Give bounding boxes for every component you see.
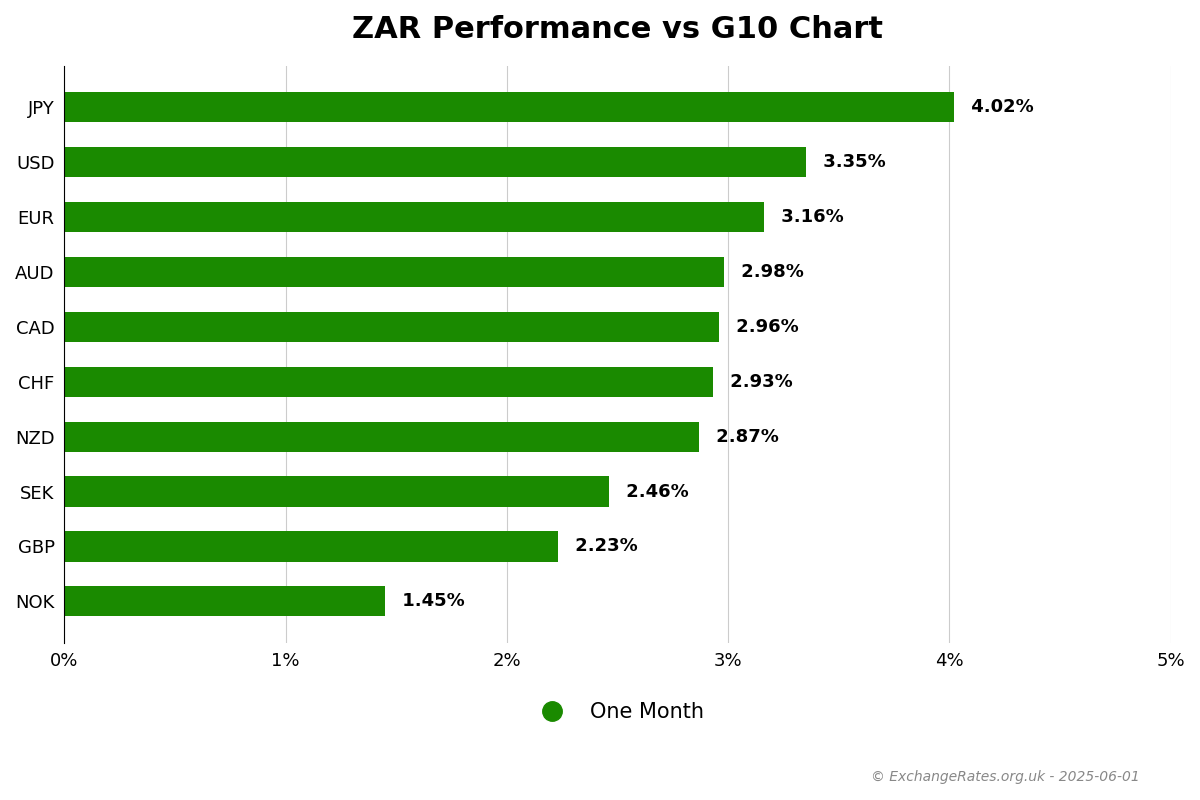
Bar [65,531,558,562]
Bar [65,586,385,617]
Bar [65,477,608,506]
Bar [65,92,954,122]
Text: 2.87%: 2.87% [710,428,779,446]
Text: 3.16%: 3.16% [775,208,844,226]
Text: 2.96%: 2.96% [731,318,799,336]
Bar [65,147,805,177]
Bar [65,422,700,452]
Bar [65,366,713,397]
Title: ZAR Performance vs G10 Chart: ZAR Performance vs G10 Chart [352,15,883,44]
Text: 2.23%: 2.23% [569,538,637,555]
Text: © ExchangeRates.org.uk - 2025-06-01: © ExchangeRates.org.uk - 2025-06-01 [871,770,1140,784]
Bar [65,257,724,287]
Text: 3.35%: 3.35% [817,153,886,171]
Text: 2.46%: 2.46% [619,482,689,501]
Bar [65,312,719,342]
Bar [65,202,763,232]
Text: 4.02%: 4.02% [965,98,1033,116]
Text: 2.93%: 2.93% [724,373,792,390]
Text: 2.98%: 2.98% [734,263,804,281]
Legend: One Month: One Month [523,694,712,730]
Text: 1.45%: 1.45% [396,592,464,610]
